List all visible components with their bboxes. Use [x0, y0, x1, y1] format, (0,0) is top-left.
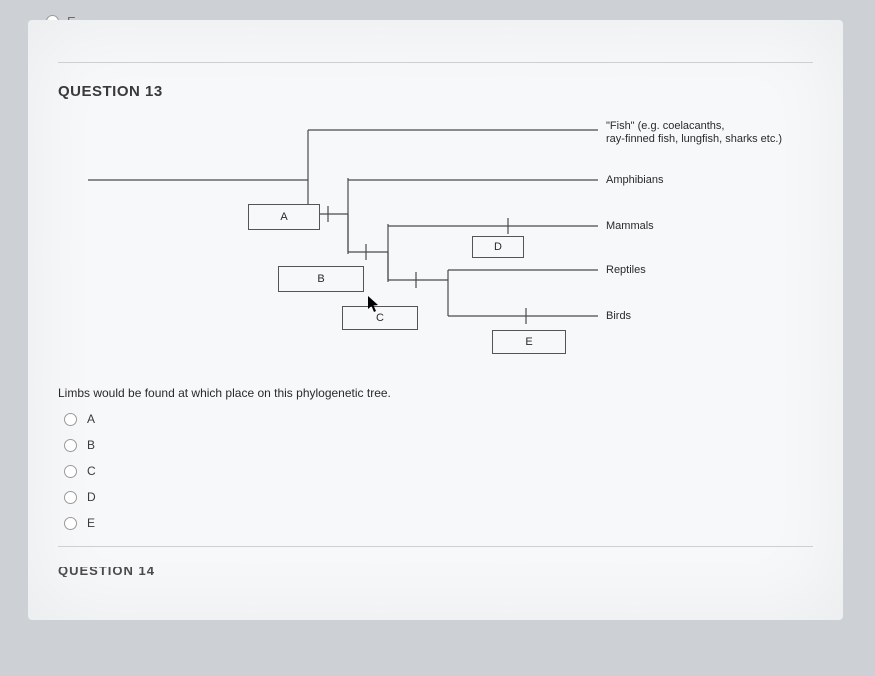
option-label: E: [87, 516, 95, 530]
radio-icon[interactable]: [64, 491, 77, 504]
question-number: QUESTION 13: [58, 83, 813, 100]
option-row-e[interactable]: E: [64, 516, 813, 530]
option-label: C: [87, 464, 96, 478]
node-box-c: C: [342, 306, 418, 330]
tree-svg: [48, 108, 808, 378]
top-divider: [58, 62, 813, 63]
leaf-amphibians: Amphibians: [606, 174, 663, 187]
node-box-a: A: [248, 204, 320, 230]
option-label: B: [87, 438, 95, 452]
answer-options: A B C D E: [64, 412, 813, 530]
option-label: D: [87, 490, 96, 504]
option-row-c[interactable]: C: [64, 464, 813, 478]
node-box-d: D: [472, 236, 524, 258]
option-row-d[interactable]: D: [64, 490, 813, 504]
leaf-fish: "Fish" (e.g. coelacanths, ray-finned fis…: [606, 120, 782, 146]
leaf-birds: Birds: [606, 310, 631, 323]
question-text: Limbs would be found at which place on t…: [58, 386, 813, 400]
radio-icon[interactable]: [64, 413, 77, 426]
next-question-number: QUESTION 14: [58, 567, 813, 577]
question-card: QUESTION 13 "Fish" (e.g. coelacanths, ra…: [28, 20, 843, 620]
bottom-divider: [58, 546, 813, 547]
radio-icon[interactable]: [64, 465, 77, 478]
phylogenetic-tree: "Fish" (e.g. coelacanths, ray-finned fis…: [48, 108, 808, 378]
leaf-reptiles: Reptiles: [606, 264, 646, 277]
option-label: A: [87, 412, 95, 426]
node-box-e: E: [492, 330, 566, 354]
option-row-b[interactable]: B: [64, 438, 813, 452]
radio-icon[interactable]: [64, 517, 77, 530]
option-row-a[interactable]: A: [64, 412, 813, 426]
leaf-mammals: Mammals: [606, 220, 654, 233]
node-box-b: B: [278, 266, 364, 292]
radio-icon[interactable]: [64, 439, 77, 452]
